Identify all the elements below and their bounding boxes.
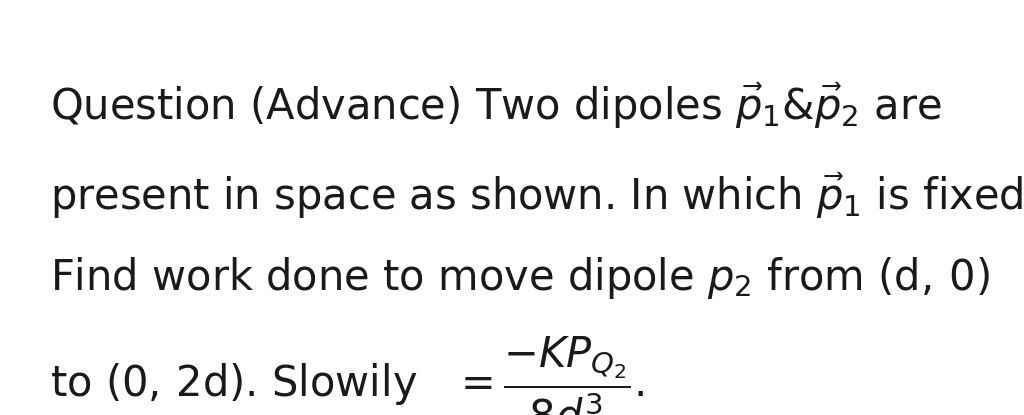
Text: Find work done to move dipole $p_2$ from $(\mathrm{d},\,0)$: Find work done to move dipole $p_2$ from… bbox=[50, 255, 989, 301]
Text: to $(0,\,2\mathrm{d})$. Slowily $\;\;=\dfrac{-KP_{Q_2}}{8d^3}$.: to $(0,\,2\mathrm{d})$. Slowily $\;\;=\d… bbox=[50, 335, 645, 415]
Text: Question (Advance) Two dipoles $\vec{p}_1$&$\vec{p}_2$ are: Question (Advance) Two dipoles $\vec{p}_… bbox=[50, 80, 942, 131]
Text: present in space as shown. In which $\vec{p}_1$ is fixed.: present in space as shown. In which $\ve… bbox=[50, 170, 1024, 221]
